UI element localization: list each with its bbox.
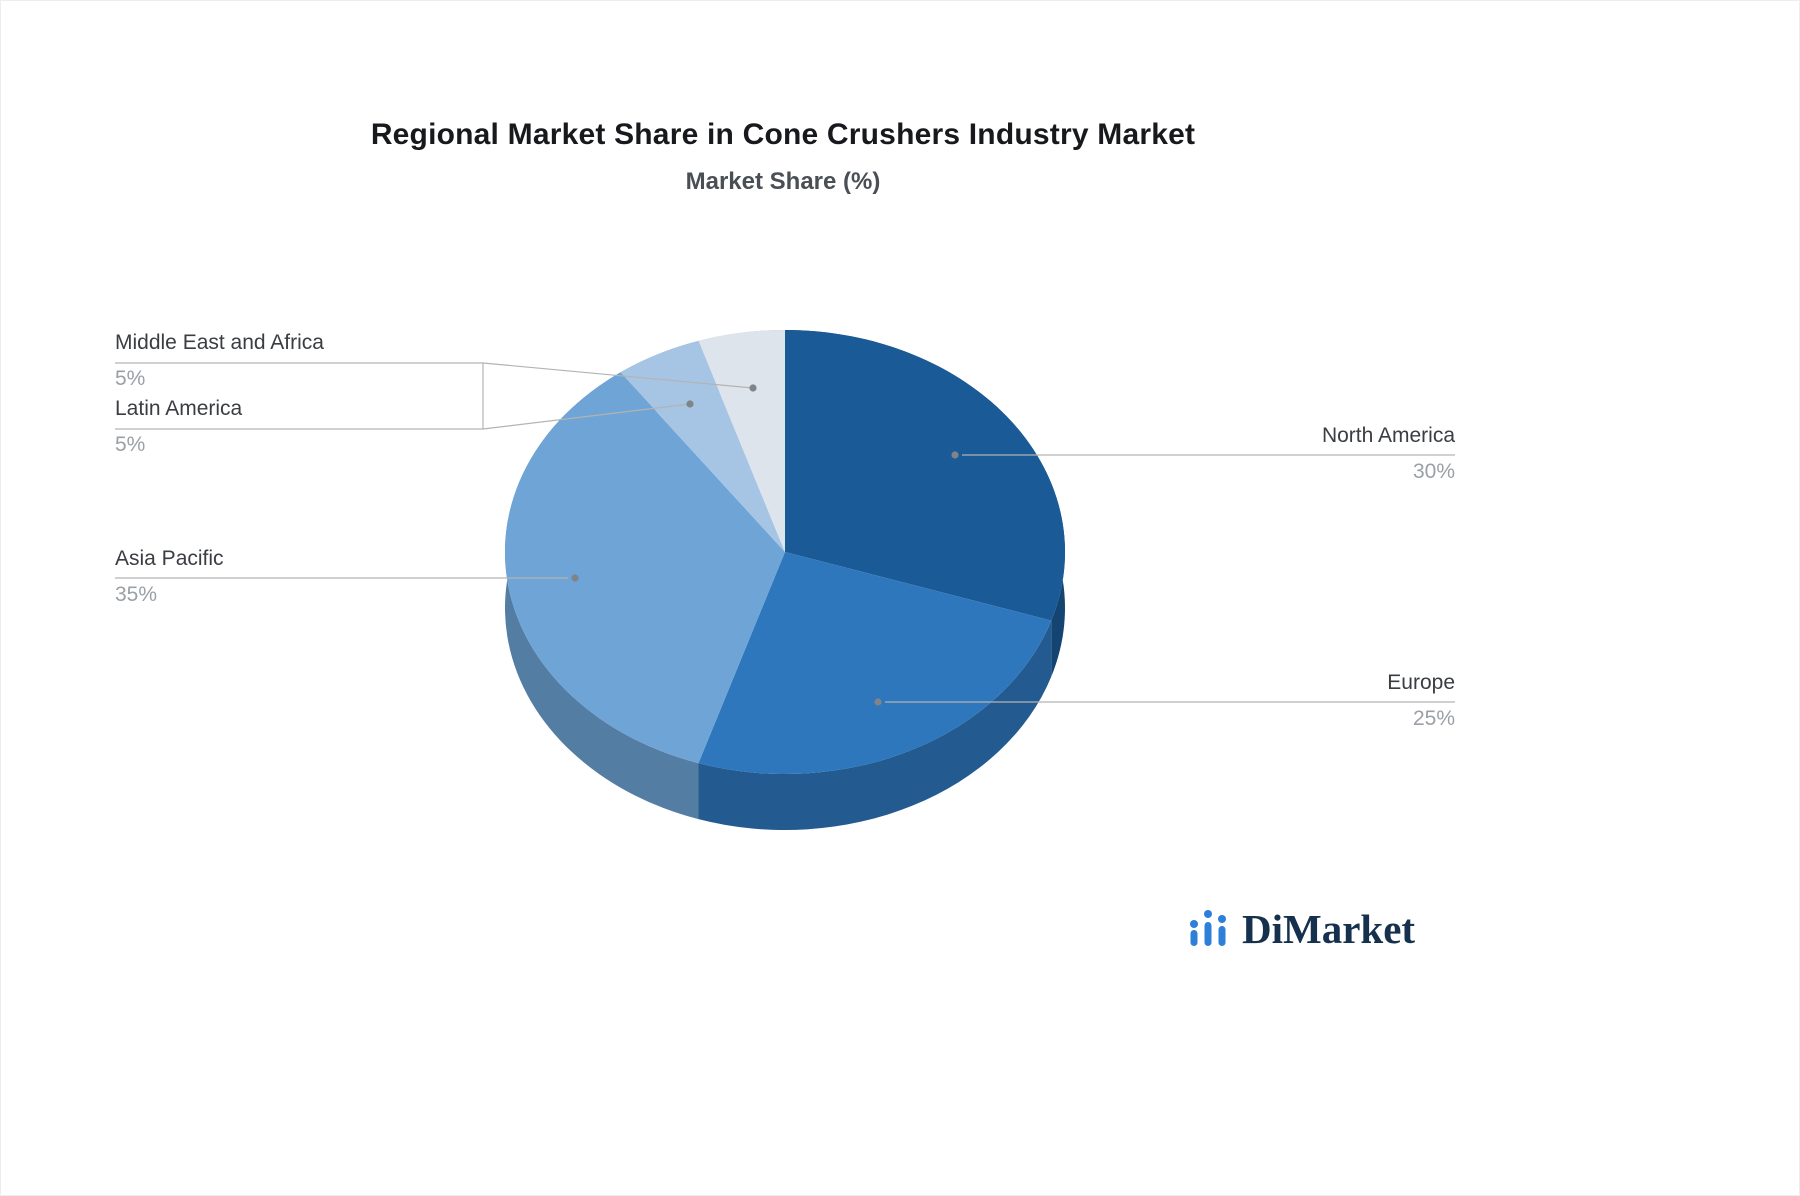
leader-dot-north-america [951,451,959,459]
callout-asia-pacific: Asia Pacific 35% [115,548,224,605]
pie-slice-europe [698,552,1052,774]
leader-dot-middle-east-and-africa [749,384,757,392]
pie-slice-side-asia-pacific [505,372,699,820]
leader-dot-latin-america [686,400,694,408]
pie-slice-north-america [785,330,1065,621]
logo-text: DiMarket [1242,906,1416,952]
pie-slice-asia-pacific [505,372,785,764]
callout-label: Europe [1387,671,1455,694]
callout-value: 30% [1412,460,1455,483]
chart-title: Regional Market Share in Cone Crushers I… [370,118,1196,151]
callout-latin-america: Latin America 5% [115,398,242,455]
leader-dot-asia-pacific [571,574,579,582]
callout-value: 35% [115,583,158,606]
dimarket-logo: DiMarket [1186,905,1415,953]
pie-slice-side-europe [698,620,1052,830]
bar-chart-logo-icon [1190,910,1226,946]
callout-label: Middle East and Africa [115,331,324,354]
callout-value: 25% [1412,707,1455,730]
callout-value: 5% [115,367,146,390]
callout-value: 5% [115,433,146,456]
callout-label: North America [1321,424,1455,447]
pie-slice-latin-america [620,340,785,552]
callout-label: Asia Pacific [115,547,224,570]
chart-subtitle: Market Share (%) [685,168,881,195]
callout-north-america: North America 30% [1322,425,1455,482]
callout-europe: Europe 25% [1387,672,1455,729]
callout-middle-east-and-africa: Middle East and Africa 5% [115,332,324,389]
leader-dot-europe [874,698,882,706]
callout-label: Latin America [115,397,243,420]
